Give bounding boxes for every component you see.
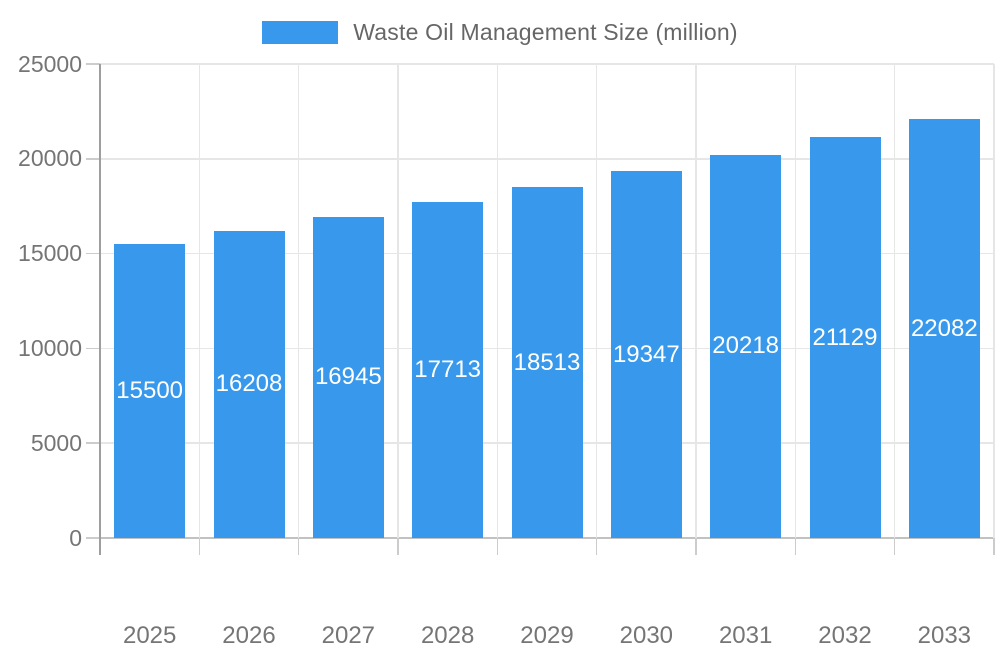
y-axis-label: 0 [69, 524, 82, 551]
y-axis-tick [86, 537, 100, 539]
y-axis-line [99, 64, 101, 555]
bar-2029[interactable]: 18513 [511, 187, 583, 538]
y-axis-tick [86, 158, 100, 160]
bar-2032[interactable]: 21129 [809, 137, 881, 538]
gridline-v [496, 64, 499, 538]
legend-label: Waste Oil Management Size (million) [353, 18, 738, 45]
y-axis-tick [86, 252, 100, 255]
gridline-h [100, 63, 994, 65]
y-axis-label: 10000 [18, 334, 82, 361]
bar-value-label: 22082 [910, 314, 978, 342]
gridline-v [893, 64, 896, 538]
gridline-v [993, 64, 995, 538]
bar-value-label: 17713 [414, 356, 482, 384]
y-axis-label: 20000 [18, 145, 82, 172]
zero-line [100, 537, 994, 539]
bar-value-label: 21129 [812, 323, 878, 351]
y-axis-tick [86, 347, 100, 350]
x-axis-label: 2028 [420, 622, 475, 649]
x-axis-label: 2026 [222, 622, 276, 649]
bar-value-label: 20218 [712, 332, 780, 360]
bar-2030[interactable]: 19347 [610, 171, 682, 538]
bar-value-label: 15500 [116, 377, 184, 405]
gridline-v [695, 64, 697, 538]
x-axis-tick [993, 538, 995, 555]
bar-value-label: 16208 [215, 370, 283, 398]
bar-2028[interactable]: 17713 [412, 202, 484, 538]
legend-swatch [262, 20, 339, 44]
x-axis-tick [794, 538, 797, 555]
x-axis-tick [595, 538, 598, 555]
bar-2031[interactable]: 20218 [710, 154, 782, 538]
gridline-v [397, 64, 399, 538]
x-axis-tick [695, 538, 697, 555]
legend-item[interactable]: Waste Oil Management Size (million) [0, 18, 1000, 46]
gridline-v [297, 64, 300, 538]
x-axis-tick [297, 538, 300, 555]
x-axis-label: 2029 [520, 622, 574, 649]
x-axis-label: 2032 [818, 622, 872, 649]
bar-2026[interactable]: 16208 [213, 230, 285, 538]
y-axis-tick [86, 442, 100, 444]
bar-value-label: 19347 [612, 340, 680, 368]
plot-area: 0 5000 10000 15000 20000 25000 15500 2025 16208 2… [18, 52, 995, 648]
x-axis-label: 2033 [917, 622, 972, 649]
x-axis-label: 2031 [718, 622, 773, 649]
y-axis-tick [86, 63, 100, 65]
bar-2027[interactable]: 16945 [312, 216, 384, 538]
x-axis-label: 2027 [321, 622, 376, 649]
y-axis-label: 15000 [18, 240, 82, 267]
gridline-v [595, 64, 598, 538]
x-axis-tick [397, 538, 399, 555]
gridline-v [794, 64, 797, 538]
y-axis-label: 25000 [18, 50, 82, 77]
x-axis-tick [198, 538, 201, 555]
x-axis-label: 2025 [122, 622, 177, 649]
bar-value-label: 16945 [314, 363, 382, 391]
x-axis-label: 2030 [619, 622, 674, 649]
bar-2033[interactable]: 22082 [908, 119, 980, 538]
x-axis-tick [496, 538, 499, 555]
x-axis-tick [893, 538, 896, 555]
gridline-v [198, 64, 201, 538]
gridline-h [100, 158, 994, 160]
y-axis-label: 5000 [30, 429, 82, 456]
bar-chart: Waste Oil Management Size (million) 0 500… [0, 18, 1000, 648]
bar-2025[interactable]: 15500 [114, 244, 186, 538]
bar-value-label: 18513 [513, 348, 581, 376]
